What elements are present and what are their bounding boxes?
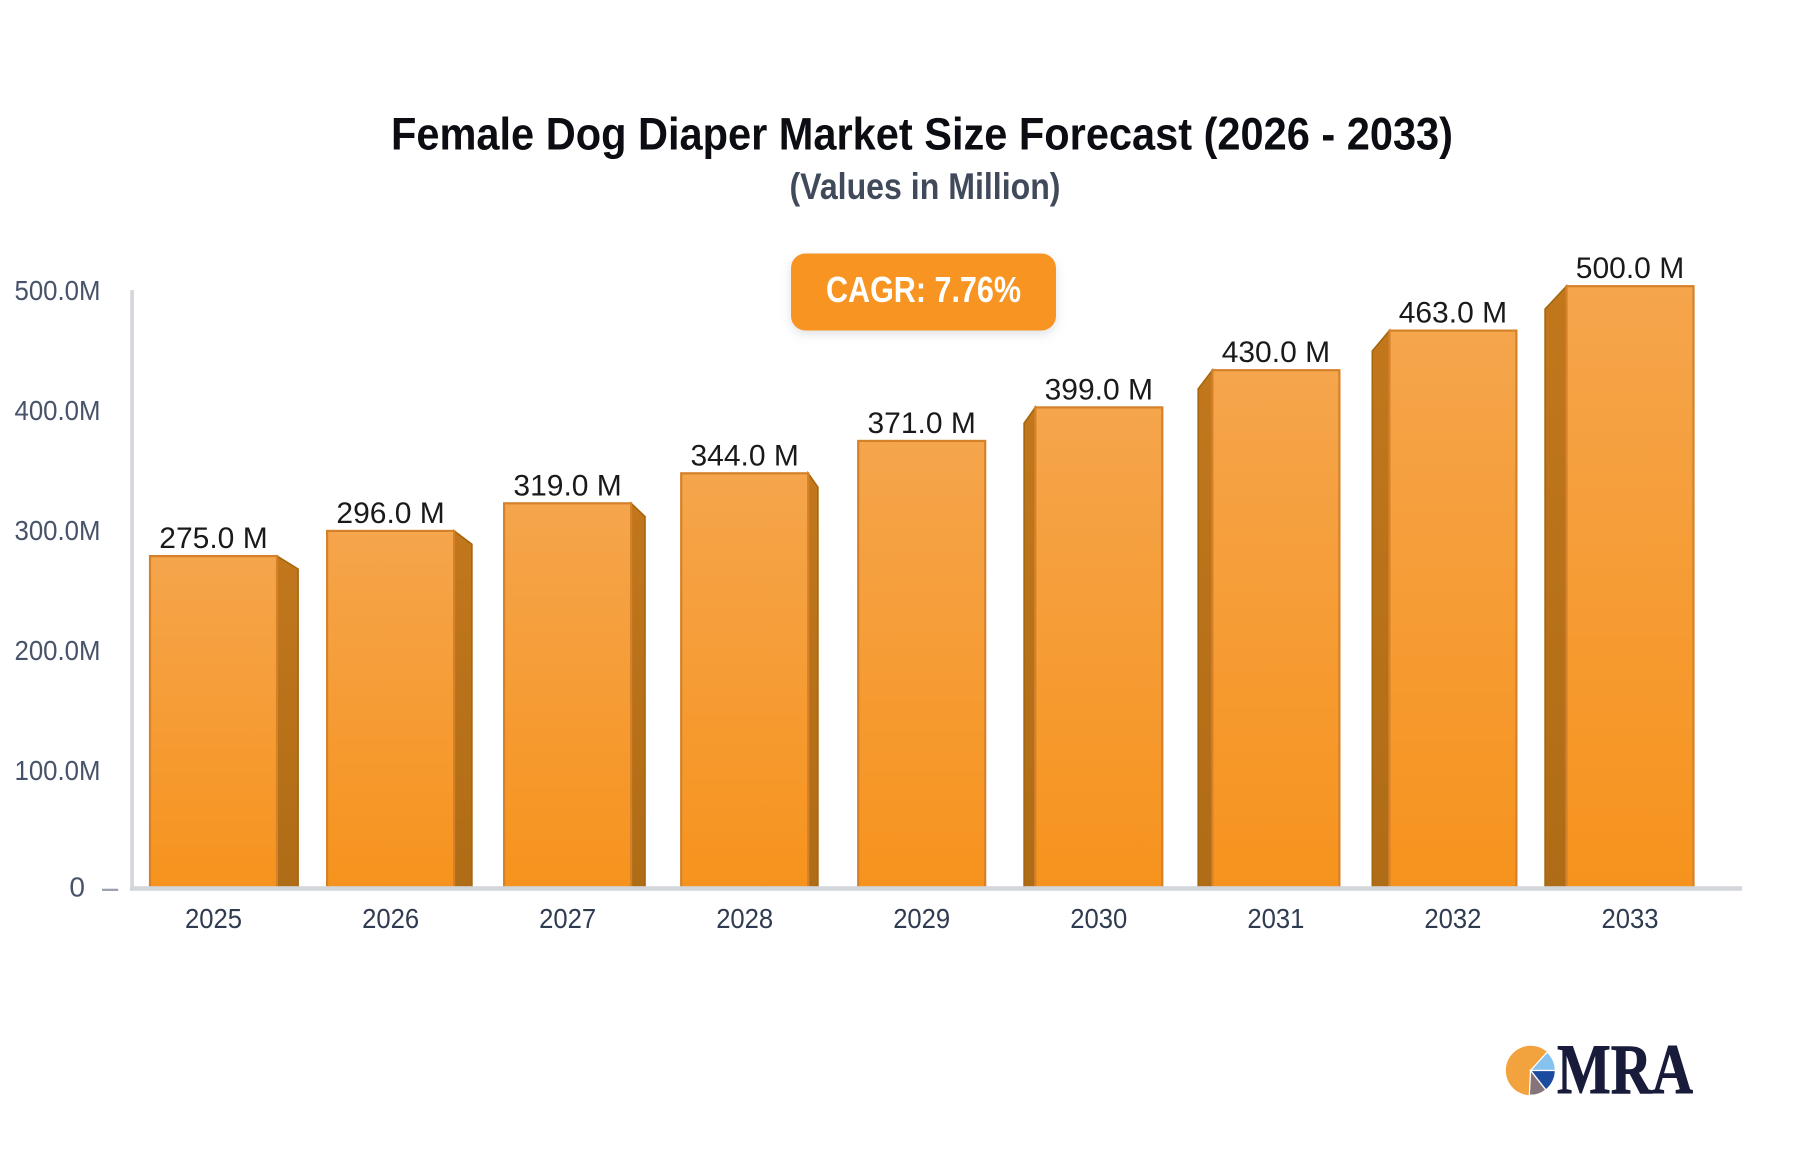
svg-text:319.0 M: 319.0 M (513, 469, 621, 502)
svg-text:2030: 2030 (1070, 903, 1127, 934)
svg-text:2033: 2033 (1602, 903, 1659, 934)
svg-text:371.0 M: 371.0 M (867, 407, 975, 440)
svg-text:463.0 M: 463.0 M (1399, 297, 1507, 330)
svg-text:344.0 M: 344.0 M (690, 439, 798, 472)
svg-text:2025: 2025 (185, 903, 242, 934)
svg-text:500.0M: 500.0M (15, 275, 101, 306)
svg-text:275.0 M: 275.0 M (159, 522, 267, 555)
svg-text:2029: 2029 (893, 903, 950, 934)
svg-text:300.0M: 300.0M (15, 515, 101, 546)
svg-text:399.0 M: 399.0 M (1045, 373, 1153, 406)
svg-text:CAGR: 7.76%: CAGR: 7.76% (826, 269, 1021, 310)
svg-text:500.0 M: 500.0 M (1576, 252, 1684, 285)
svg-text:430.0 M: 430.0 M (1222, 336, 1330, 369)
svg-text:2028: 2028 (716, 903, 773, 934)
svg-text:(Values in Million): (Values in Million) (790, 166, 1061, 207)
svg-text:296.0 M: 296.0 M (336, 497, 444, 530)
svg-text:MRA: MRA (1557, 1031, 1693, 1109)
svg-text:2026: 2026 (362, 903, 419, 934)
svg-text:2027: 2027 (539, 903, 596, 934)
svg-text:2032: 2032 (1424, 903, 1481, 934)
svg-text:400.0M: 400.0M (15, 395, 101, 426)
svg-text:Female Dog Diaper Market Size: Female Dog Diaper Market Size Forecast (… (391, 109, 1453, 160)
svg-text:2031: 2031 (1247, 903, 1304, 934)
svg-text:0: 0 (69, 872, 85, 903)
svg-text:200.0M: 200.0M (15, 635, 101, 666)
svg-text:100.0M: 100.0M (15, 755, 101, 786)
